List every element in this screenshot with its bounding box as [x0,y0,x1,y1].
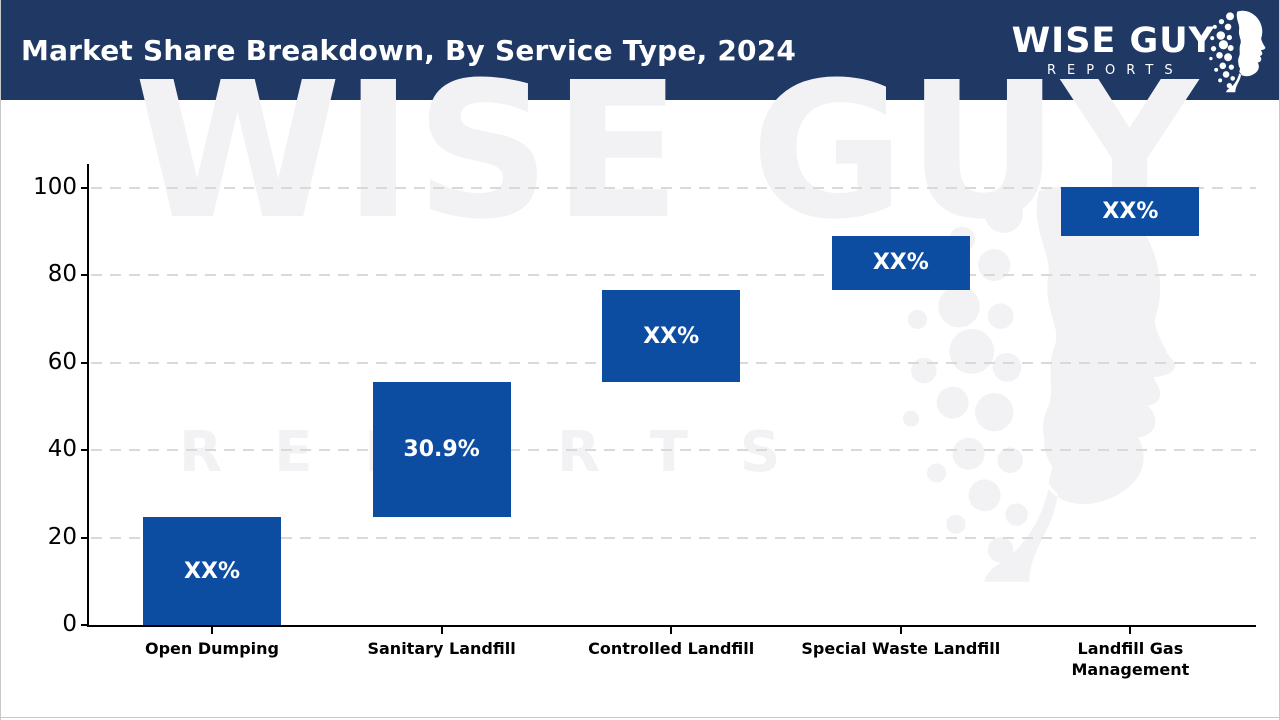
brand-logo: WISE GUY REPORTS [1012,7,1267,93]
face-profile-dots-icon [1201,7,1267,93]
y-tick-mark [81,186,89,189]
x-tick-mark [899,627,902,634]
y-tick-label: 20 [47,523,77,550]
page-title: Market Share Breakdown, By Service Type,… [21,33,797,67]
bar-value-label: XX% [643,323,700,349]
waterfall-plot: 0 20 40 60 80 100 XX% Open Dumping 30.9% Sanitary… [1,100,1279,717]
brand-subname: REPORTS [1046,62,1184,78]
x-tick-mark [440,627,443,634]
x-tick-mark [670,627,673,634]
waterfall-bar: XX% [143,517,281,625]
bar-value-label: 30.9% [403,437,480,463]
bar-value-label: XX% [184,558,240,584]
brand-text: WISE GUY REPORTS [1011,20,1215,78]
y-tick-label: 60 [47,348,77,375]
x-axis-line [87,625,1256,627]
brand-name: WISE GUY [1011,20,1215,61]
grid-line [91,536,1256,539]
grid-line [91,274,1256,276]
header: Market Share Breakdown, By Service Type,… [1,0,1279,100]
category-label: Landfill Gas Management [1071,639,1190,679]
chart-area: WISE GUY REPORTS 0 20 40 60 80 100 XX% Open Dum… [1,42,1279,718]
category-label: Sanitary Landfill [367,639,516,658]
y-tick-mark [81,536,89,539]
x-tick-mark [211,627,213,634]
waterfall-bar: XX% [1061,186,1200,236]
category-label: Controlled Landfill [588,639,755,658]
y-tick-mark [81,624,89,626]
grid-line [91,449,1256,451]
x-tick-mark [1129,627,1132,634]
watermark-brand-text: WISE GUY [134,42,1200,261]
y-tick-label: 80 [47,261,77,287]
waterfall-bar: XX% [602,289,741,383]
y-tick-label: 40 [47,436,77,462]
y-tick-mark [81,361,89,364]
waterfall-bar: XX% [831,235,970,290]
y-tick-label: 0 [62,611,77,637]
category-label: Open Dumping [145,639,279,658]
category-label: Special Waste Landfill [801,639,1001,658]
bar-value-label: XX% [1102,198,1159,224]
y-tick-mark [81,274,89,276]
bar-value-label: XX% [872,250,929,276]
grid-line [91,186,1256,189]
waterfall-bar: 30.9% [372,382,511,518]
y-axis-line [87,164,89,627]
y-tick-label: 100 [33,173,77,200]
y-tick-mark [81,449,89,451]
